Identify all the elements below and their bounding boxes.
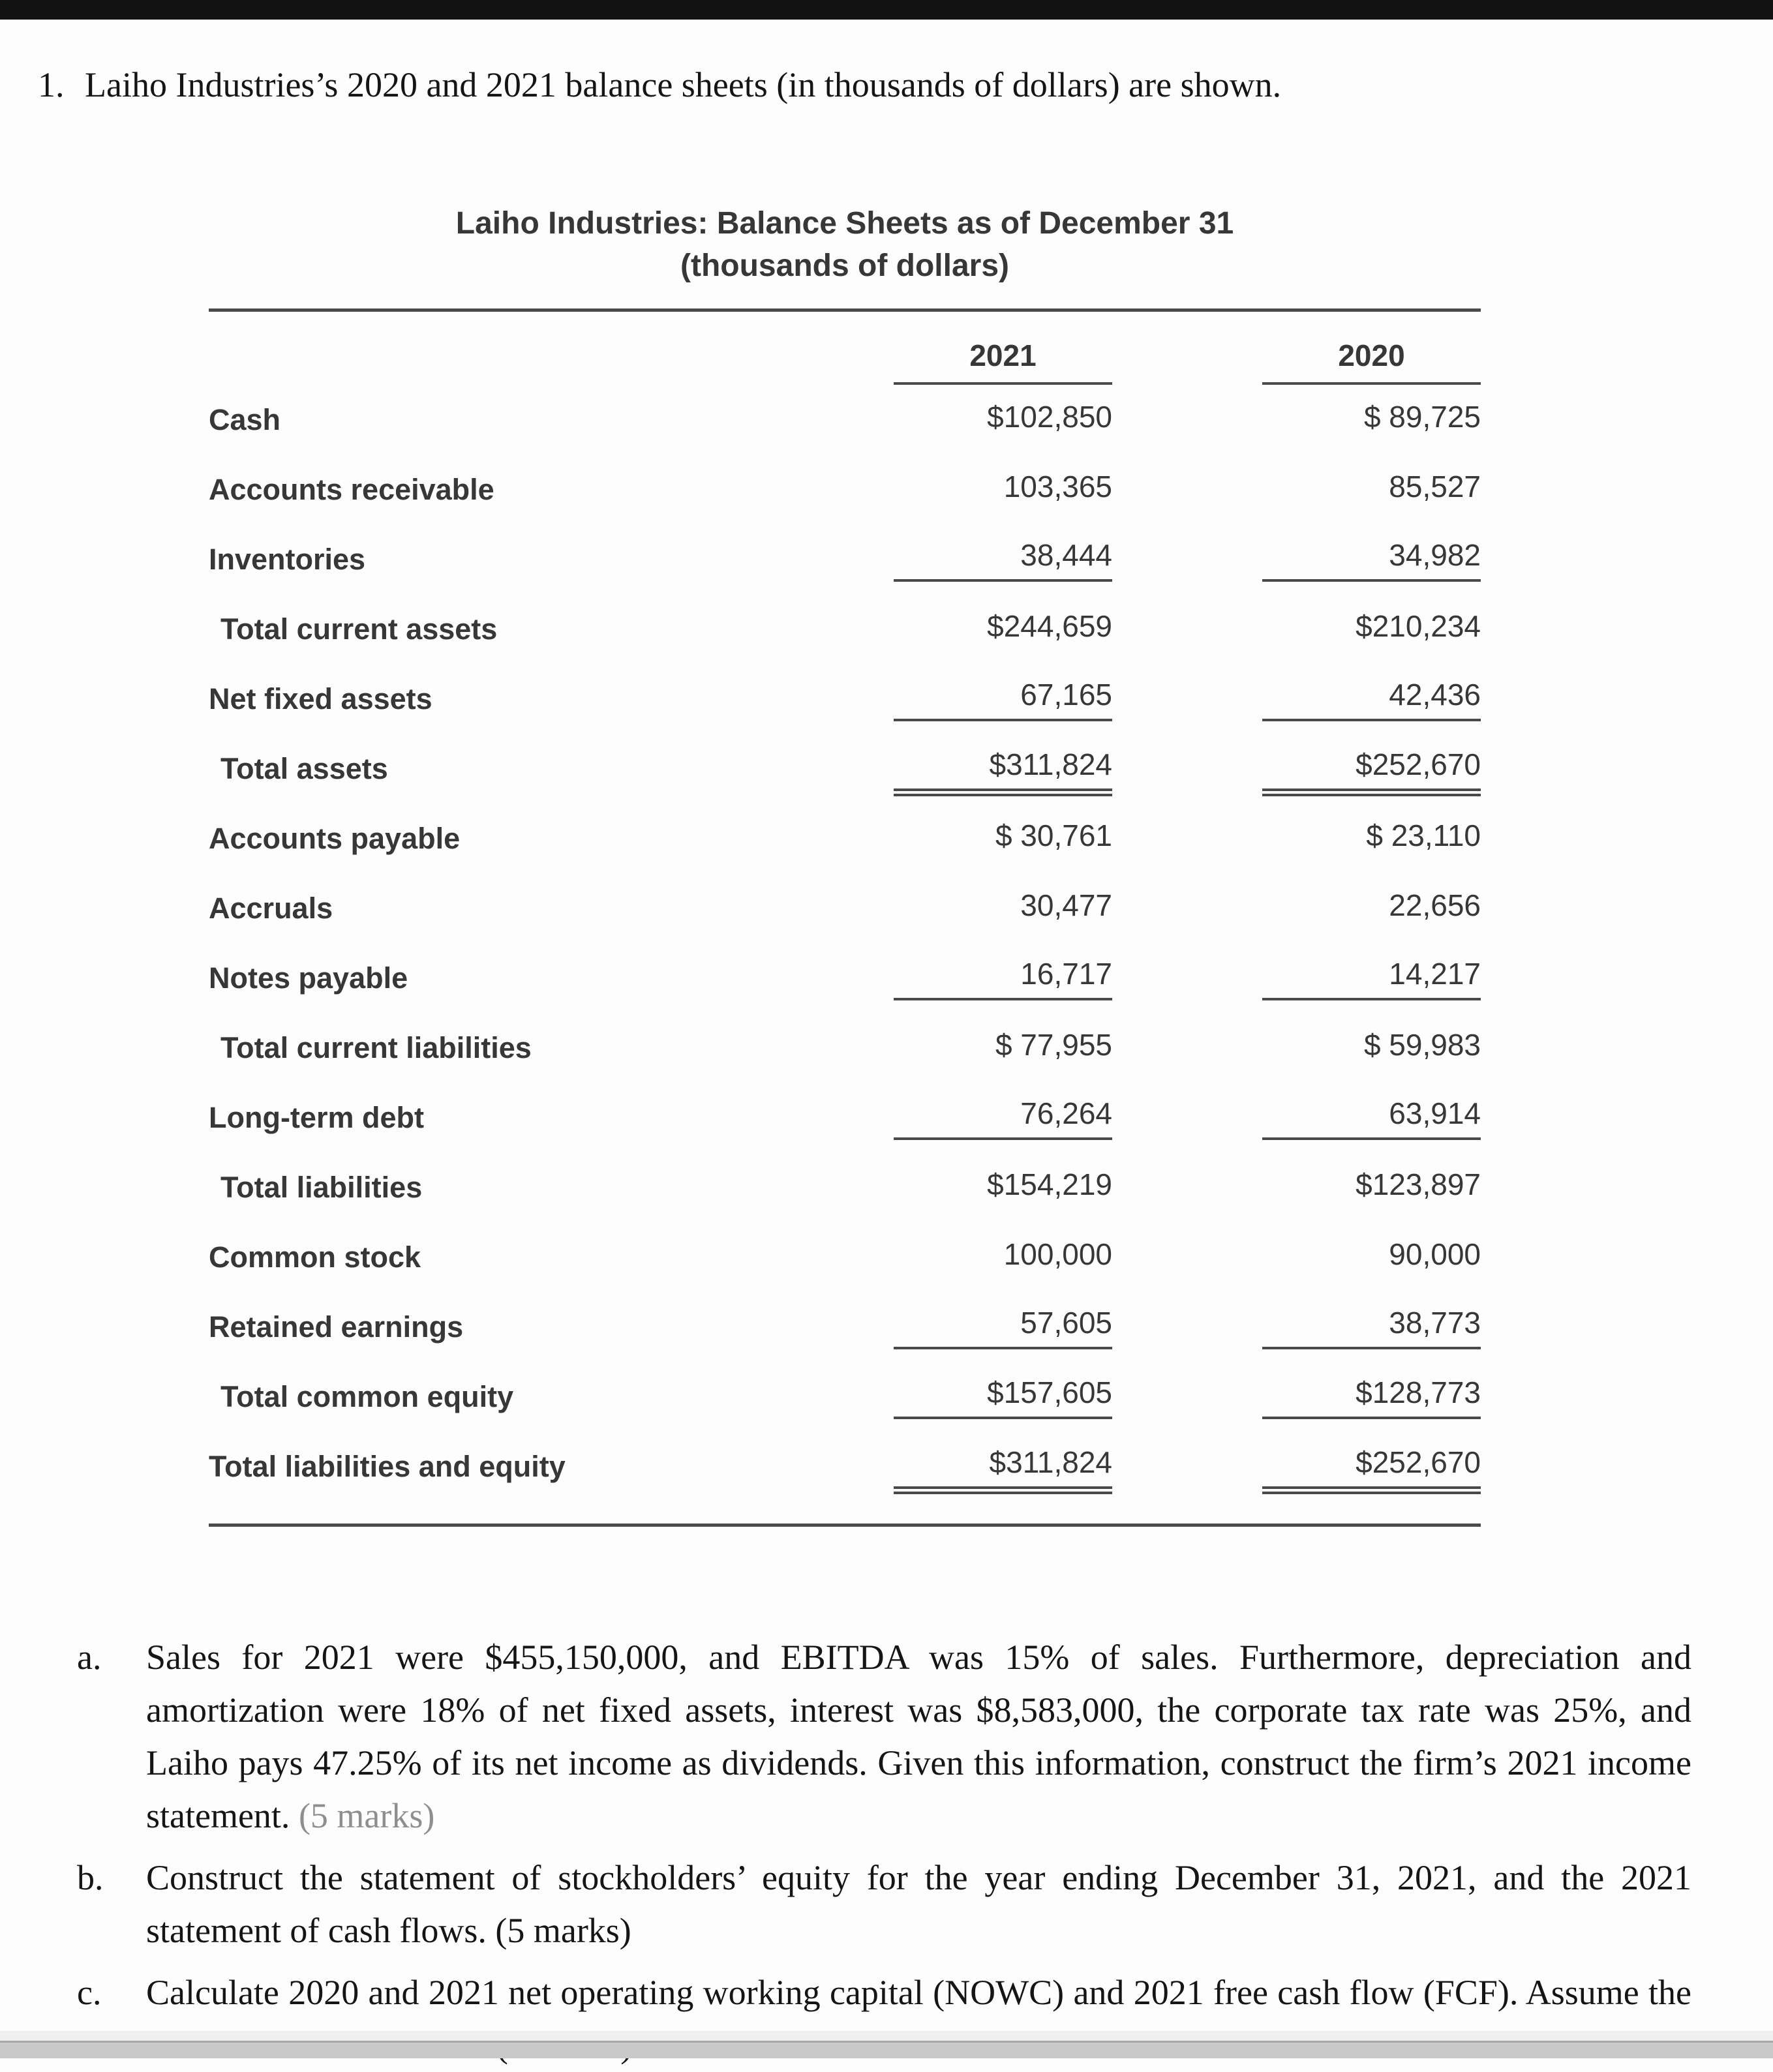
table-bottom-rule: [209, 1524, 1481, 1527]
question-text: Construct the statement of stockholders’…: [146, 1852, 1691, 1957]
row-value-2020: 22,656: [1389, 888, 1481, 922]
row-value-2020: 63,914: [1262, 1096, 1481, 1140]
row-label: Accounts receivable: [209, 472, 494, 506]
row-value-2020: 38,773: [1262, 1305, 1481, 1349]
table-row: Common stock 100,000 90,000: [209, 1222, 1481, 1292]
row-value-2020: $ 89,725: [1363, 399, 1481, 434]
row-label: Retained earnings: [209, 1310, 464, 1344]
question-marks: (5 marks): [298, 1796, 435, 1836]
bottom-strip-dark: [0, 2041, 1773, 2058]
balance-sheet-table: Laiho Industries: Balance Sheets as of D…: [209, 205, 1481, 1527]
row-value-2020: $252,670: [1262, 1445, 1481, 1494]
question-label: b.: [77, 1858, 104, 1898]
question-item: a. Sales for 2021 were $455,150,000, and …: [77, 1631, 1691, 1842]
row-label: Total current liabilities: [220, 1030, 532, 1064]
row-value-2021: $154,219: [987, 1167, 1112, 1201]
table-row: Total assets $311,824 $252,670: [209, 734, 1481, 803]
row-value-2020: 90,000: [1389, 1237, 1481, 1271]
question-label: a.: [77, 1638, 102, 1677]
row-value-2020: $128,773: [1262, 1375, 1481, 1419]
row-value-2020: $252,670: [1262, 747, 1481, 796]
table-row: Accounts payable $ 30,761 $ 23,110: [209, 803, 1481, 873]
row-value-2020: 42,436: [1262, 677, 1481, 721]
row-label: Total current assets: [220, 612, 498, 646]
problem-intro: 1. Laiho Industries’s 2020 and 2021 bala…: [38, 62, 1773, 108]
row-value-2021: 16,717: [894, 956, 1112, 1000]
row-value-2021: 57,605: [894, 1305, 1112, 1349]
top-bar: [0, 0, 1773, 20]
table-row: Total common equity $157,605 $128,773: [209, 1362, 1481, 1432]
row-label: Net fixed assets: [209, 682, 432, 715]
problem-intro-text: Laiho Industries’s 2020 and 2021 balance…: [85, 65, 1282, 104]
row-value-2021: 38,444: [894, 537, 1112, 582]
question-label: c.: [77, 1973, 102, 2013]
table-row: Total liabilities and equity $311,824 $252…: [209, 1432, 1481, 1501]
row-value-2021: $311,824: [894, 747, 1112, 796]
row-value-2020: 34,982: [1262, 537, 1481, 582]
row-value-2021: 76,264: [894, 1096, 1112, 1140]
row-value-2021: $ 30,761: [995, 818, 1112, 852]
row-value-2021: 67,165: [894, 677, 1112, 721]
table-row: Retained earnings 57,605 38,773: [209, 1292, 1481, 1362]
row-value-2020: $123,897: [1356, 1167, 1481, 1201]
column-header-2021: 2021: [894, 338, 1112, 385]
questions-list: a. Sales for 2021 were $455,150,000, and …: [77, 1631, 1691, 2072]
table-row: Long-term debt 76,264 63,914: [209, 1083, 1481, 1152]
row-value-2021: 100,000: [1003, 1237, 1112, 1271]
bottom-strip-light: [0, 2031, 1773, 2043]
question-marks: (5 marks): [495, 1911, 631, 1951]
row-label: Notes payable: [209, 961, 408, 995]
row-value-2020: $210,234: [1356, 608, 1481, 643]
question-item: b. Construct the statement of stockholder…: [77, 1852, 1691, 1957]
problem-number: 1.: [38, 65, 65, 104]
table-row: Notes payable 16,717 14,217: [209, 943, 1481, 1013]
balance-rows: Cash $102,850 $ 89,725 Accounts receivable 1…: [209, 385, 1481, 1501]
row-value-2021: $244,659: [987, 608, 1112, 643]
table-subtitle: (thousands of dollars): [680, 248, 1009, 284]
question-body: Sales for 2021 were $455,150,000, and EB…: [146, 1638, 1691, 1836]
column-header-2020: 2020: [1262, 338, 1481, 385]
row-value-2020: $ 23,110: [1366, 818, 1481, 852]
table-row: Total current liabilities $ 77,955 $ 59,98…: [209, 1013, 1481, 1083]
question-body: Construct the statement of stockholders’…: [146, 1858, 1691, 1951]
question-text: Sales for 2021 were $455,150,000, and EB…: [146, 1631, 1691, 1842]
table-title: Laiho Industries: Balance Sheets as of D…: [455, 206, 1234, 241]
row-value-2020: 14,217: [1262, 956, 1481, 1000]
row-value-2021: $102,850: [987, 399, 1112, 434]
row-label: Total common equity: [220, 1379, 514, 1413]
row-value-2021: 30,477: [1020, 888, 1112, 922]
row-value-2021: $311,824: [894, 1445, 1112, 1494]
table-row: Accounts receivable 103,365 85,527: [209, 455, 1481, 524]
table-header-row: 2021 2020: [209, 312, 1481, 385]
table-top-rule: [209, 308, 1481, 312]
row-label: Accounts payable: [209, 821, 461, 855]
table-row: Cash $102,850 $ 89,725: [209, 385, 1481, 455]
row-label: Total liabilities and equity: [209, 1449, 566, 1483]
row-label: Total liabilities: [220, 1170, 423, 1204]
row-value-2020: $ 59,983: [1363, 1027, 1481, 1062]
row-value-2021: $ 77,955: [995, 1027, 1112, 1062]
row-label: Total assets: [220, 751, 388, 785]
table-row: Net fixed assets 67,165 42,436: [209, 664, 1481, 734]
table-row: Inventories 38,444 34,982: [209, 524, 1481, 594]
row-value-2021: 103,365: [1003, 469, 1112, 503]
row-value-2020: 85,527: [1389, 469, 1481, 503]
row-label: Accruals: [209, 891, 333, 925]
row-label: Inventories: [209, 542, 366, 576]
table-row: Total liabilities $154,219 $123,897: [209, 1152, 1481, 1222]
table-row: Accruals 30,477 22,656: [209, 873, 1481, 943]
table-row: Total current assets $244,659 $210,234: [209, 594, 1481, 664]
row-label: Cash: [209, 402, 281, 436]
row-value-2021: $157,605: [894, 1375, 1112, 1419]
row-label: Common stock: [209, 1240, 421, 1274]
row-label: Long-term debt: [209, 1100, 424, 1134]
